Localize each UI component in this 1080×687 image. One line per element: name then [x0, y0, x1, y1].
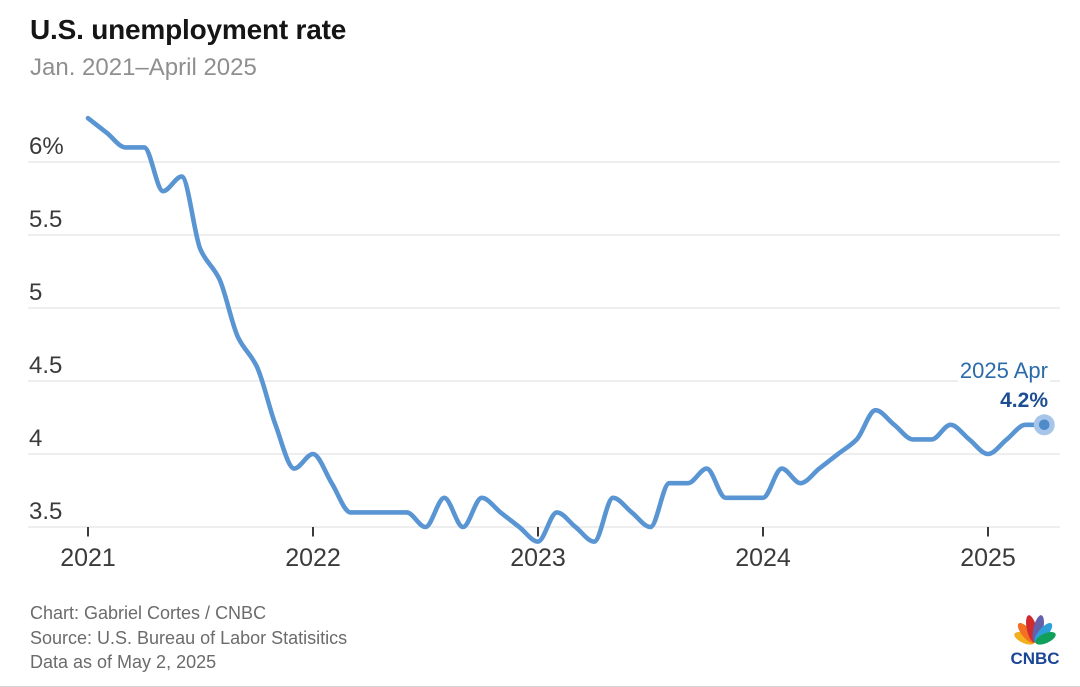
peacock-feather-green	[1035, 632, 1056, 645]
end-point-dot	[1038, 419, 1050, 431]
chart-subtitle: Jan. 2021–April 2025	[30, 54, 257, 81]
last-point-label: 2025 Apr	[957, 358, 1050, 384]
unemployment-line-chart: 6% 5.5 5 4.5 4 3.5 2021 2022 2023 2024 2025	[28, 115, 1060, 572]
chart-title: U.S. unemployment rate	[30, 14, 347, 45]
footer-credit: Chart: Gabriel Cortes / CNBC	[30, 603, 267, 623]
x-axis-label-2024: 2024	[735, 544, 791, 572]
cnbc-peacock-icon	[1014, 615, 1056, 645]
chart-footer: Chart: Gabriel Cortes / CNBC Source: U.S…	[30, 601, 347, 675]
unemployment-rate-line	[85, 115, 1047, 544]
last-point-value: 4.2%	[998, 389, 1050, 413]
x-axis-label-2021: 2021	[60, 544, 116, 572]
x-axis-label-2023: 2023	[510, 544, 566, 572]
y-axis-label-4.5: 4.5	[29, 352, 62, 379]
footer-source: Source: U.S. Bureau of Labor Statisitics	[30, 627, 348, 648]
x-axis-label-2025: 2025	[960, 544, 1016, 572]
y-axis-label-6: 6%	[29, 133, 64, 160]
footer-data-date: Data as of May 2, 2025	[30, 652, 217, 672]
y-axis-label-4: 4	[29, 425, 42, 452]
y-axis-label-5: 5	[29, 279, 42, 306]
cnbc-wordmark: CNBC	[1010, 649, 1060, 668]
x-axis-label-2022: 2022	[285, 544, 341, 572]
cnbc-logo: CNBC	[1006, 605, 1064, 669]
y-axis-label-3.5: 3.5	[29, 498, 62, 525]
y-axis-label-5.5: 5.5	[29, 206, 62, 233]
